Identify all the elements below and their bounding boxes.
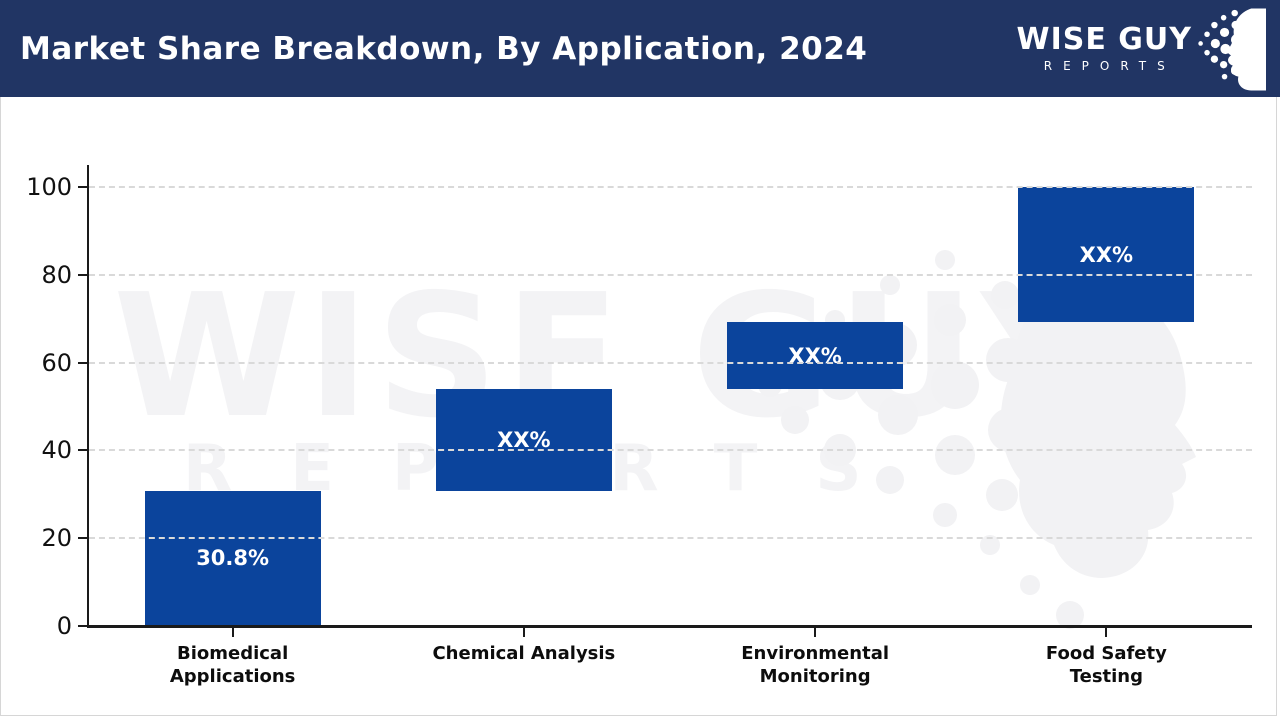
bar: XX% — [727, 322, 904, 389]
bar: 30.8% — [144, 490, 321, 626]
bar: XX% — [1018, 187, 1195, 323]
gridline — [89, 537, 1252, 540]
x-category-label: Biomedical Applications — [83, 642, 383, 689]
x-category-label-line: Chemical Analysis — [432, 643, 616, 664]
y-tick-mark — [78, 625, 87, 627]
bar-value-label: 30.8% — [196, 546, 270, 571]
x-category-label-line: Environmental — [741, 643, 890, 664]
bar-value-label: XX% — [788, 343, 842, 368]
y-axis — [87, 165, 89, 628]
gridline — [89, 361, 1252, 364]
gridline — [89, 449, 1252, 452]
logo-text: WISE GUY REPORTS — [1016, 22, 1192, 73]
page-title: Market Share Breakdown, By Application, … — [20, 30, 868, 67]
wiseguy-logo: WISE GUY REPORTS — [1016, 0, 1266, 97]
gridline — [89, 273, 1252, 276]
x-tick-mark — [522, 628, 525, 637]
y-tick-mark — [78, 449, 87, 452]
x-category-label: Food Safety Testing — [956, 642, 1256, 689]
y-tick-label: 80 — [41, 260, 72, 289]
y-tick-mark — [78, 361, 87, 364]
header: Market Share Breakdown, By Application, … — [0, 0, 1280, 97]
y-tick-label: 0 — [56, 612, 72, 640]
y-tick-mark — [78, 273, 87, 276]
logo-wordmark: WISE GUY — [1016, 22, 1192, 57]
x-category-label-line: Food Safety — [1045, 643, 1167, 664]
logo-face-icon — [1198, 7, 1266, 90]
x-category-label: Environmental Monitoring — [665, 642, 965, 689]
x-category-label-line: Testing — [1069, 666, 1144, 688]
x-category-label: Chemical Analysis — [374, 642, 674, 665]
y-tick-mark — [78, 537, 87, 540]
logo-subtext: REPORTS — [1043, 59, 1176, 73]
x-category-label-line: Applications — [169, 666, 296, 688]
y-tick-label: 40 — [41, 436, 72, 465]
x-category-label-line: Biomedical — [176, 643, 289, 664]
bar-value-label: XX% — [497, 427, 551, 452]
y-tick-label: 100 — [26, 173, 72, 201]
y-tick-label: 20 — [41, 524, 72, 553]
x-category-label-line: Monitoring — [759, 666, 871, 688]
x-axis — [87, 625, 1252, 628]
gridline — [89, 186, 1252, 188]
bar-value-label: XX% — [1079, 242, 1134, 267]
x-tick-mark — [1105, 628, 1108, 637]
bar: XX% — [435, 388, 612, 491]
x-tick-mark — [814, 628, 817, 637]
y-tick-mark — [78, 186, 87, 188]
x-tick-mark — [231, 628, 234, 637]
y-tick-label: 60 — [41, 348, 72, 377]
